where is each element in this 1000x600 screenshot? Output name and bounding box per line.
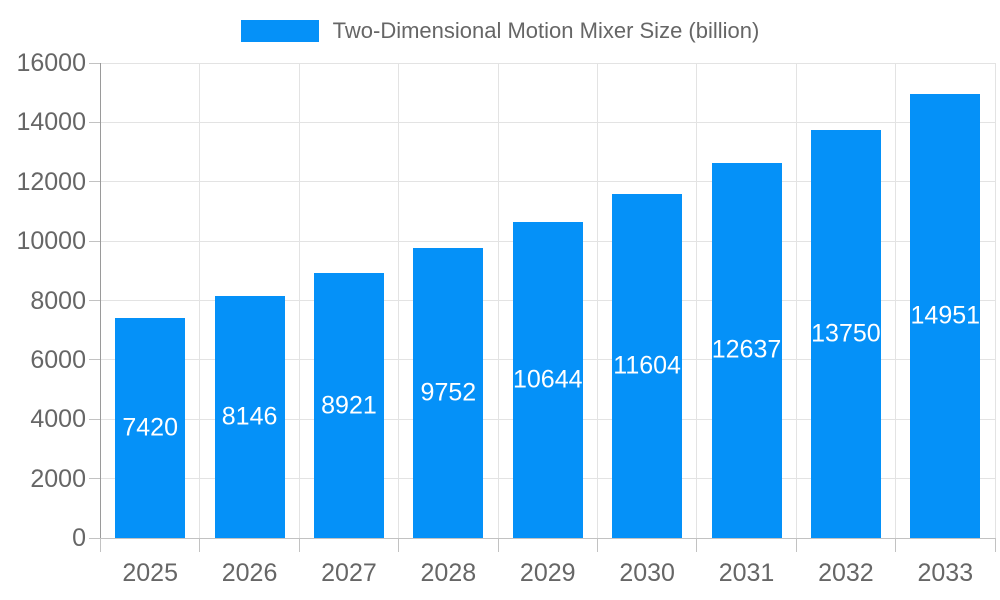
x-axis-label: 2032	[818, 559, 874, 587]
y-axis-line	[100, 63, 101, 538]
bar-value-label: 8921	[321, 391, 377, 420]
bar-value-label: 8146	[221, 402, 278, 431]
y-axis-label: 0	[72, 524, 86, 552]
h-gridline	[100, 62, 995, 64]
v-gridline	[298, 63, 300, 538]
y-axis-label: 10000	[16, 227, 86, 256]
x-axis-tick	[795, 538, 797, 552]
v-gridline	[596, 63, 598, 538]
x-axis-tick	[596, 538, 598, 552]
v-gridline	[398, 63, 400, 538]
y-axis-label: 8000	[30, 286, 86, 315]
x-axis-tick	[398, 538, 400, 552]
bar-2028[interactable]: 9752	[413, 248, 484, 538]
v-gridline	[895, 63, 897, 538]
x-axis-label: 2027	[321, 559, 377, 587]
bar-value-label: 14951	[910, 301, 981, 330]
x-axis-tick	[497, 538, 499, 552]
x-axis-label: 2028	[420, 559, 477, 587]
x-axis-label: 2030	[619, 559, 675, 587]
v-gridline	[795, 63, 797, 538]
y-axis-label: 2000	[30, 464, 86, 493]
bar-2025[interactable]: 7420	[115, 317, 186, 538]
x-axis-label: 2025	[122, 559, 178, 587]
x-axis-tick	[994, 538, 996, 552]
y-axis-label: 4000	[30, 405, 86, 434]
bar-2026[interactable]: 8146	[214, 296, 285, 538]
bar-value-label: 11604	[613, 351, 681, 380]
bar-value-label: 13750	[811, 319, 881, 348]
x-axis-label: 2026	[221, 559, 278, 587]
y-axis-tick	[88, 418, 101, 420]
x-axis-label: 2029	[519, 559, 576, 587]
legend-swatch	[240, 20, 319, 42]
y-axis-label: 12000	[16, 167, 86, 196]
h-gridline	[100, 181, 995, 183]
legend-label: Two-Dimensional Motion Mixer Size (billi…	[332, 18, 760, 43]
bar-value-label: 9752	[420, 378, 477, 407]
y-axis-tick	[88, 62, 101, 64]
x-axis-label: 2033	[917, 559, 974, 587]
y-axis-label: 16000	[16, 49, 86, 77]
x-axis-tick	[199, 538, 201, 552]
y-axis-label: 6000	[30, 345, 86, 374]
bar-value-label: 7420	[122, 413, 178, 442]
x-axis-line	[100, 538, 996, 539]
y-axis-tick	[88, 121, 101, 123]
y-axis-tick	[88, 300, 101, 301]
v-gridline	[497, 63, 499, 538]
y-axis-tick	[88, 537, 101, 539]
bar-2032[interactable]: 13750	[810, 129, 881, 538]
v-gridline	[994, 63, 996, 538]
bar-2033[interactable]: 14951	[910, 94, 981, 538]
y-axis-tick	[88, 478, 101, 480]
v-gridline	[199, 63, 201, 538]
bar-2031[interactable]: 12637	[711, 162, 782, 538]
y-axis-tick	[88, 240, 101, 242]
bar-value-label: 12637	[711, 335, 782, 364]
x-axis-label: 2031	[718, 559, 775, 587]
h-gridline	[100, 121, 995, 123]
x-axis-tick	[298, 538, 300, 552]
bar-2029[interactable]: 10644	[512, 222, 583, 538]
y-axis-label: 14000	[16, 108, 86, 137]
x-axis-tick	[895, 538, 897, 552]
x-axis-tick	[100, 538, 101, 552]
y-axis-tick	[88, 359, 101, 361]
x-axis-tick	[696, 538, 698, 552]
bar-2030[interactable]: 11604	[612, 193, 683, 538]
legend-item[interactable]: Two-Dimensional Motion Mixer Size (billi…	[0, 19, 1000, 43]
y-axis-tick	[88, 181, 101, 183]
bar-2027[interactable]: 8921	[313, 273, 384, 538]
bar-value-label: 10644	[512, 365, 583, 394]
v-gridline	[696, 63, 698, 538]
